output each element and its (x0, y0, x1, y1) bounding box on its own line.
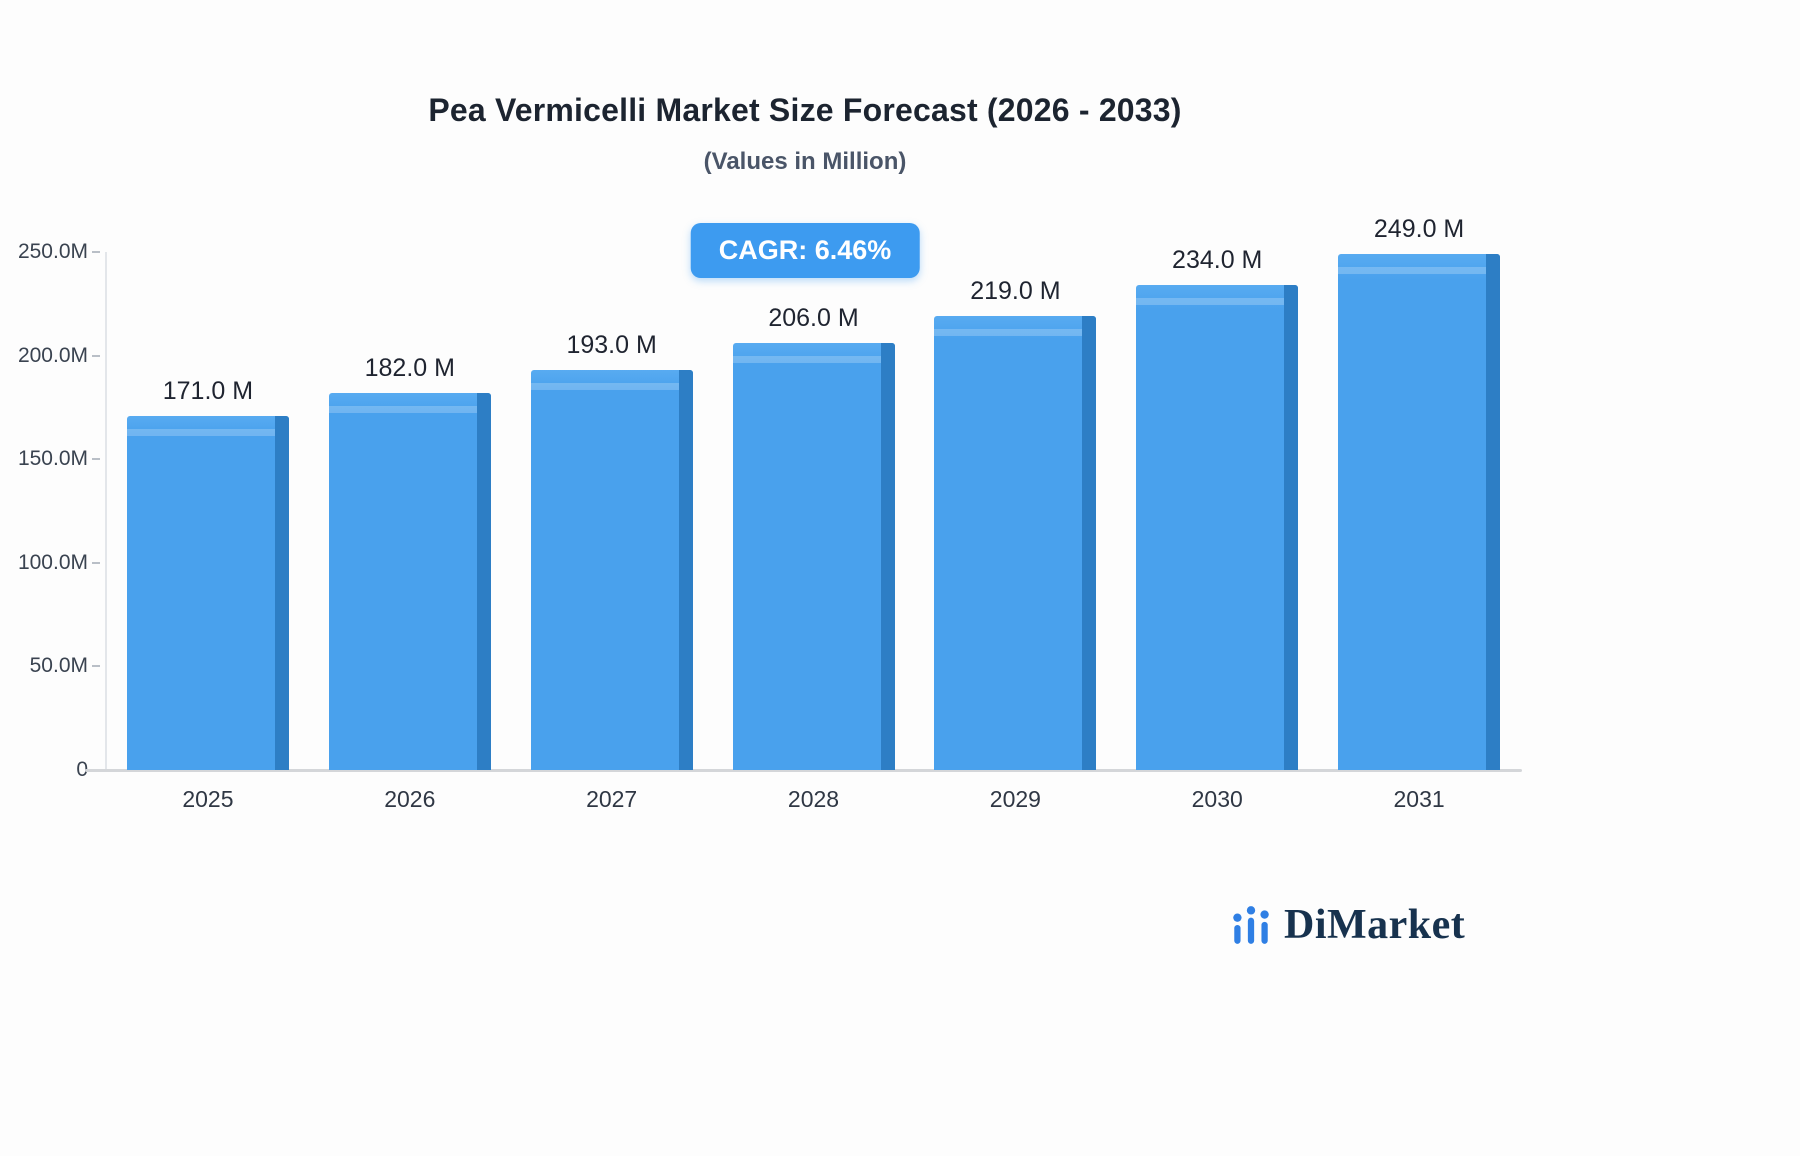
bar-slot: 206.0 M (713, 252, 915, 770)
bar-slot: 249.0 M (1318, 215, 1520, 770)
x-axis: 2025 2026 2027 2028 2029 2030 2031 (107, 786, 1520, 813)
bar-2031: 249.0 M (1338, 215, 1501, 770)
bar-value-label: 219.0 M (970, 277, 1061, 306)
y-tick-label: 150.0M (17, 447, 88, 471)
bar-value-label: 206.0 M (768, 304, 859, 333)
x-tick-label: 2028 (787, 786, 840, 812)
y-tick-label: 50.0M (29, 654, 88, 678)
bar-value-label: 193.0 M (566, 331, 657, 360)
y-tick-mark (92, 665, 100, 668)
x-tick-label: 2027 (586, 786, 638, 812)
y-tick-label: 0 (76, 758, 88, 781)
cagr-badge: CAGR: 6.46% (690, 223, 920, 278)
bar-value-label: 171.0 M (162, 376, 254, 405)
x-tick-label: 2025 (182, 786, 234, 812)
chart-title: Pea Vermicelli Market Size Forecast (202… (428, 92, 1182, 128)
brand-logo: DiMarket (1228, 901, 1465, 949)
y-tick-mark (92, 561, 100, 564)
brand-logo-text: DiMarket (1284, 902, 1466, 948)
bar-slot: 193.0 M (511, 252, 713, 770)
bar-side-shadow (1284, 285, 1299, 770)
bar-2027: 193.0 M (530, 331, 693, 770)
bar-side-shadow (678, 370, 693, 770)
bar-2029: 219.0 M (934, 277, 1097, 770)
y-axis-line (105, 252, 107, 770)
y-tick-mark (92, 458, 100, 461)
y-tick-mark (92, 251, 100, 253)
bar-side-shadow (1082, 316, 1097, 770)
mini-bar-chart-icon (1233, 906, 1269, 944)
bar-value-label: 182.0 M (364, 353, 455, 382)
bar-slot: 171.0 M (107, 252, 309, 770)
y-axis: 0 50.0M 100.0M 150.0M 200.0M 250.0M (0, 240, 100, 781)
bar-side-shadow (880, 343, 895, 770)
x-tick-label: 2026 (384, 786, 436, 812)
bar-value-label: 249.0 M (1373, 215, 1465, 244)
bar-2025: 171.0 M (126, 377, 289, 770)
bar-value-label: 234.0 M (1172, 246, 1263, 275)
plot-area: 171.0 M 182.0 M 193.0 M 206.0 M 219.0 M 234.0… (107, 215, 1520, 770)
bar-side-shadow (476, 392, 491, 770)
x-axis-baseline (85, 769, 1522, 772)
y-tick-label: 100.0M (17, 550, 88, 574)
bar-slot: 182.0 M (309, 252, 511, 770)
bar-2028: 206.0 M (732, 304, 895, 770)
bar-slot: 219.0 M (914, 252, 1116, 770)
x-tick-label: 2030 (1191, 786, 1243, 812)
x-tick-label: 2031 (1393, 786, 1445, 812)
bar-side-shadow (274, 415, 289, 770)
bar-slot: 234.0 M (1116, 246, 1318, 770)
bar-side-shadow (1486, 254, 1501, 770)
chart-subtitle: (Values in Million) (703, 148, 907, 175)
x-tick-label: 2029 (989, 786, 1041, 812)
bar-2030: 234.0 M (1136, 246, 1299, 770)
y-tick-mark (92, 354, 100, 357)
bar-2026: 182.0 M (328, 354, 491, 770)
y-tick-label: 250.0M (17, 240, 88, 263)
y-tick-label: 200.0M (17, 343, 88, 367)
